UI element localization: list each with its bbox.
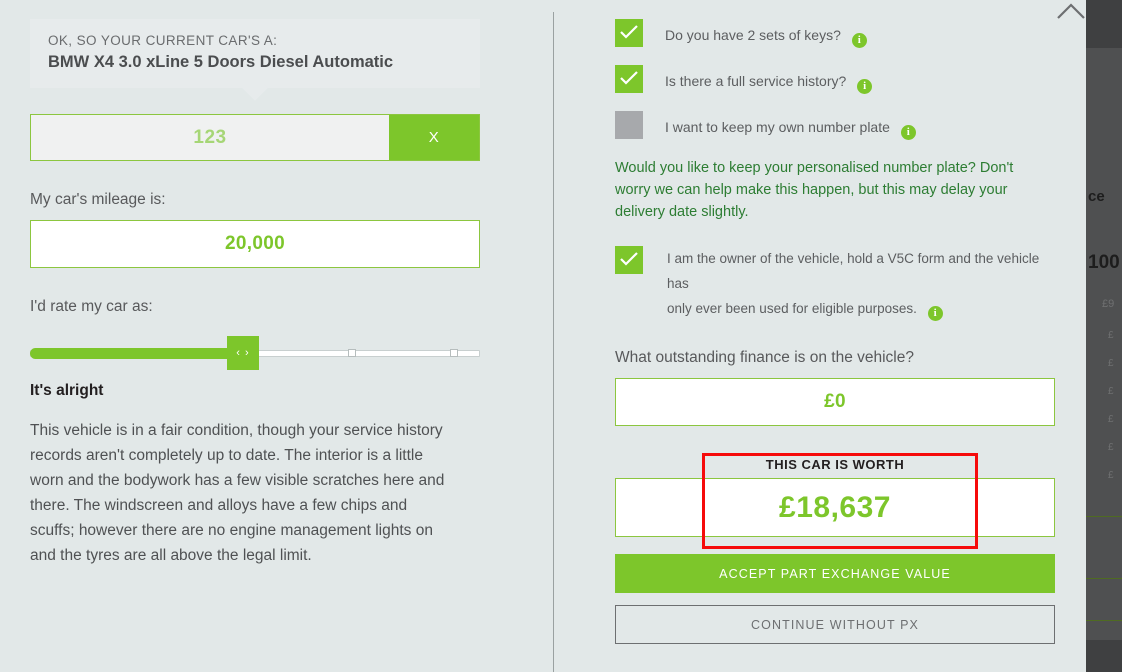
condition-rating-slider[interactable]: ‹ › xyxy=(30,336,480,370)
info-icon[interactable]: i xyxy=(851,33,867,48)
part-exchange-modal: OK, SO YOUR CURRENT CAR'S A: BMW X4 3.0 … xyxy=(0,0,1086,672)
rating-label: I'd rate my car as: xyxy=(30,298,153,315)
check-icon xyxy=(620,252,638,266)
checkbox-label-text: Do you have 2 sets of keys? xyxy=(665,27,841,43)
checkbox-label: I am the owner of the vehicle, hold a V5… xyxy=(667,246,1055,321)
car-worth-block: THIS CAR IS WORTH £18,637 xyxy=(615,453,1055,549)
mileage-input[interactable]: 20,000 xyxy=(30,220,480,268)
bg-row: £ xyxy=(1108,330,1114,341)
bg-row: £ xyxy=(1108,358,1114,369)
right-column: Do you have 2 sets of keys? i Is there a… xyxy=(615,0,1055,644)
checkbox-keep-own-number-plate[interactable] xyxy=(615,111,643,139)
bg-sub: £9 xyxy=(1102,298,1115,310)
mileage-label: My car's mileage is: xyxy=(30,191,166,208)
registration-input[interactable] xyxy=(31,115,389,160)
worth-value: £18,637 xyxy=(779,490,891,524)
continue-without-px-button[interactable]: CONTINUE WITHOUT PX xyxy=(615,605,1055,644)
finance-amount-input[interactable]: £0 xyxy=(615,378,1055,426)
checkbox-two-sets-of-keys[interactable] xyxy=(615,19,643,47)
slider-handle[interactable]: ‹ › xyxy=(227,336,259,370)
bg-strip-top xyxy=(1086,0,1122,48)
column-divider xyxy=(553,12,554,672)
bg-divider xyxy=(1086,516,1122,517)
checkbox-row-keep-number-plate: I want to keep my own number plate i xyxy=(615,111,1055,140)
rating-description: This vehicle is in a fair condition, tho… xyxy=(30,422,445,564)
registration-clear-button[interactable]: X xyxy=(389,115,479,160)
info-icon[interactable]: i xyxy=(900,125,916,140)
checkbox-label: Is there a full service history? i xyxy=(665,65,873,94)
banner-car-title: BMW X4 3.0 xLine 5 Doors Diesel Automati… xyxy=(48,53,394,71)
current-car-banner: OK, SO YOUR CURRENT CAR'S A: BMW X4 3.0 … xyxy=(30,19,480,88)
check-icon xyxy=(620,25,638,39)
bg-divider xyxy=(1086,578,1122,579)
bg-row: £ xyxy=(1108,414,1114,425)
checkbox-row-owner-declaration: I am the owner of the vehicle, hold a V5… xyxy=(615,246,1055,321)
bg-strip-bottom xyxy=(1086,640,1122,672)
bg-row: £ xyxy=(1108,470,1114,481)
chevron-up-icon[interactable] xyxy=(1048,0,1094,24)
bg-divider xyxy=(1086,620,1122,621)
checkbox-label: Do you have 2 sets of keys? i xyxy=(665,19,867,48)
registration-row: X xyxy=(30,114,480,161)
owner-label-line1: I am the owner of the vehicle, hold a V5… xyxy=(667,251,1040,291)
checkbox-row-keys: Do you have 2 sets of keys? i xyxy=(615,19,1055,48)
worth-caption: THIS CAR IS WORTH xyxy=(765,457,905,472)
bg-price: 100 xyxy=(1088,252,1120,273)
slider-tick xyxy=(348,349,356,357)
bg-heading: ce xyxy=(1088,188,1105,205)
accept-part-exchange-button[interactable]: ACCEPT PART EXCHANGE VALUE xyxy=(615,554,1055,593)
slider-tick xyxy=(450,349,458,357)
checkbox-row-service-history: Is there a full service history? i xyxy=(615,65,1055,94)
banner-eyebrow: OK, SO YOUR CURRENT CAR'S A: xyxy=(48,33,278,48)
checkbox-full-service-history[interactable] xyxy=(615,65,643,93)
checkbox-label: I want to keep my own number plate i xyxy=(665,111,916,140)
slider-fill xyxy=(30,348,241,359)
left-column: OK, SO YOUR CURRENT CAR'S A: BMW X4 3.0 … xyxy=(30,0,480,568)
bg-row: £ xyxy=(1108,442,1114,453)
worth-value-box: £18,637 xyxy=(615,478,1055,537)
checkbox-label-text: I want to keep my own number plate xyxy=(665,119,890,135)
personalised-plate-note: Would you like to keep your personalised… xyxy=(615,160,1014,220)
info-icon[interactable]: i xyxy=(857,79,873,94)
finance-question-label: What outstanding finance is on the vehic… xyxy=(615,349,914,366)
check-icon xyxy=(620,71,638,85)
rating-title: It's alright xyxy=(30,382,104,399)
info-icon[interactable]: i xyxy=(927,306,943,321)
bg-row: £ xyxy=(1108,386,1114,397)
background-page-panel: ce 100 £9 £ £ £ £ £ £ xyxy=(1086,0,1122,672)
owner-label-line2: only ever been used for eligible purpose… xyxy=(667,301,917,316)
checkbox-owner-declaration[interactable] xyxy=(615,246,643,274)
checkbox-label-text: Is there a full service history? xyxy=(665,73,847,89)
